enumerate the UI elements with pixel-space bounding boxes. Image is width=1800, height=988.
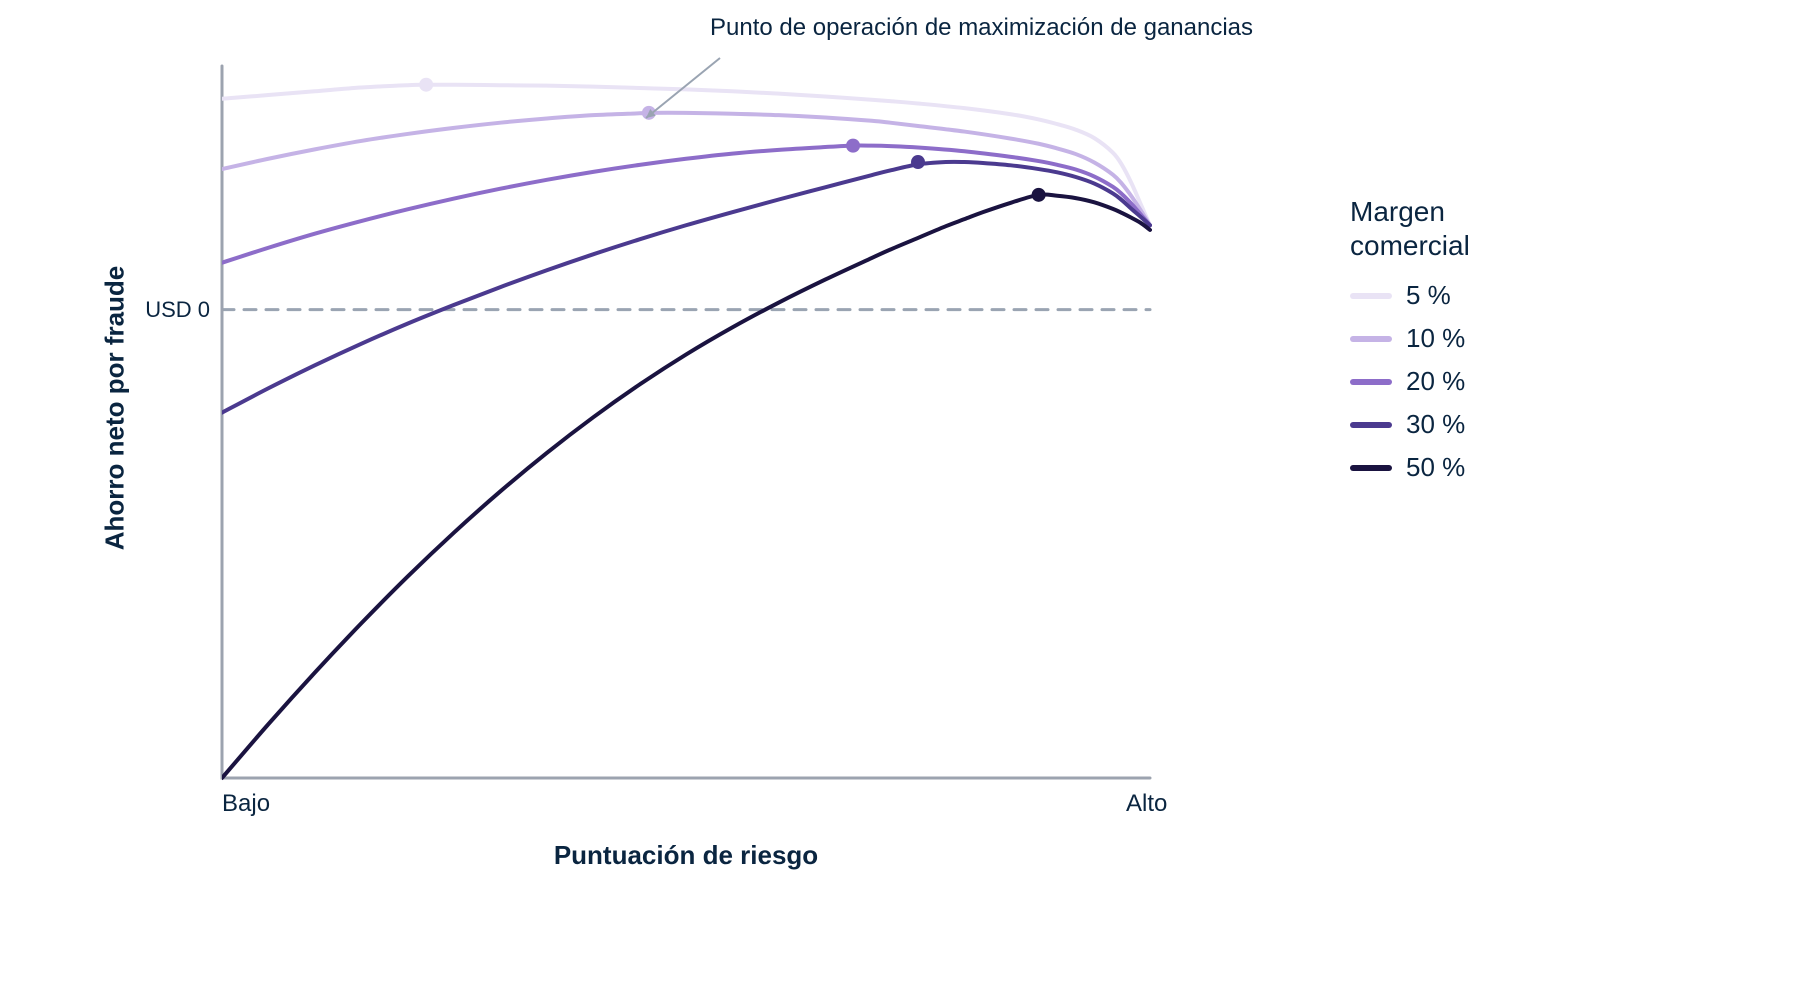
legend-item: 10 % (1350, 323, 1470, 354)
y-tick-zero: USD 0 (145, 297, 210, 323)
series-line (222, 113, 1150, 226)
legend-item: 30 % (1350, 409, 1470, 440)
x-axis-label: Puntuación de riesgo (554, 840, 818, 871)
legend-swatch (1350, 422, 1392, 428)
series-maximum-marker (911, 155, 925, 169)
legend-item: 5 % (1350, 280, 1470, 311)
legend-items: 5 % 10 % 20 % 30 % 50 % (1350, 280, 1470, 483)
legend-label: 30 % (1406, 409, 1465, 440)
annotation-label: Punto de operación de maximización de ga… (710, 14, 1253, 42)
legend-swatch (1350, 336, 1392, 342)
chart-stage: Ahorro neto por fraude Puntuación de rie… (0, 0, 1800, 988)
legend-label: 50 % (1406, 452, 1465, 483)
series-line (222, 194, 1150, 778)
legend-swatch (1350, 293, 1392, 299)
series-maximum-marker (846, 139, 860, 153)
legend-label: 20 % (1406, 366, 1465, 397)
series-maximum-marker (1032, 188, 1046, 202)
chart-svg (0, 0, 1800, 988)
legend-item: 20 % (1350, 366, 1470, 397)
legend-item: 50 % (1350, 452, 1470, 483)
series-group (222, 85, 1150, 778)
legend-label: 5 % (1406, 280, 1451, 311)
y-axis-label: Ahorro neto por fraude (100, 266, 131, 551)
axes (222, 66, 1150, 778)
legend: Margencomercial 5 % 10 % 20 % 30 % 50 % (1350, 195, 1470, 495)
x-tick-low: Bajo (222, 790, 270, 818)
x-tick-high: Alto (1126, 790, 1167, 818)
legend-swatch (1350, 379, 1392, 385)
legend-title: Margencomercial (1350, 195, 1470, 262)
legend-label: 10 % (1406, 323, 1465, 354)
series-line (222, 162, 1150, 413)
legend-swatch (1350, 465, 1392, 471)
series-maximum-marker (419, 78, 433, 92)
